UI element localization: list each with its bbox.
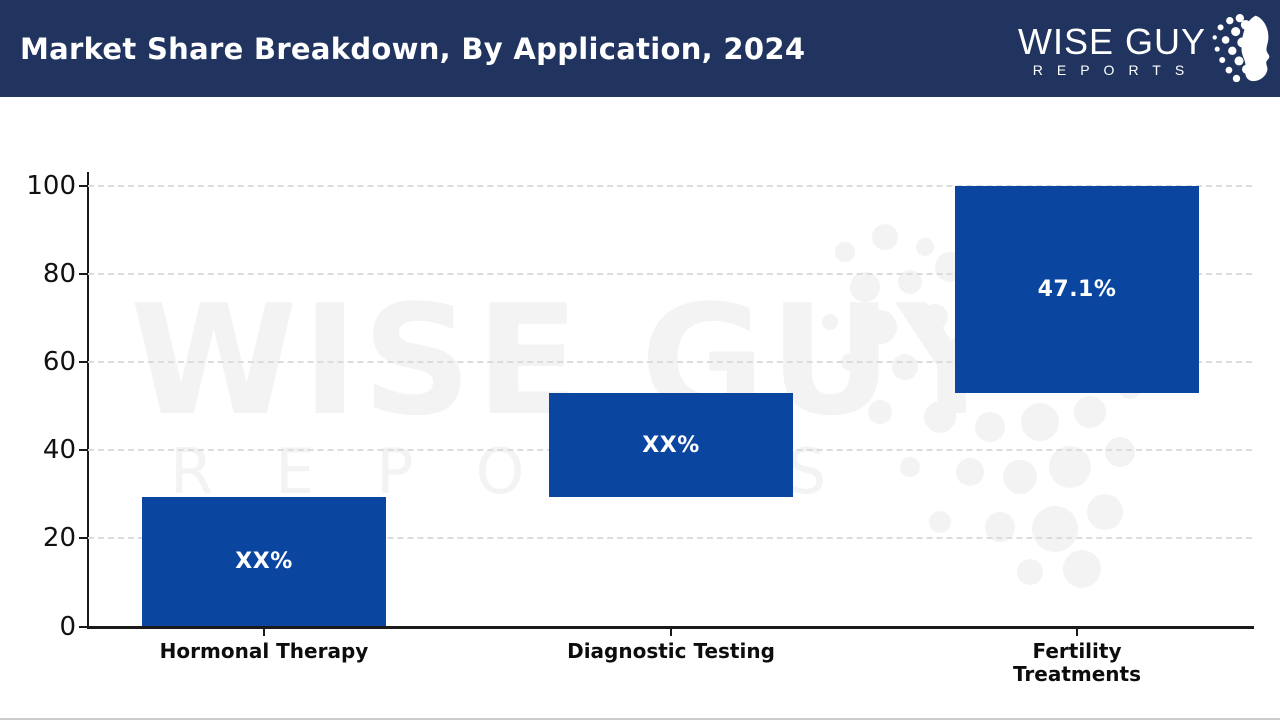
bar-segment: XX% xyxy=(142,496,386,627)
y-axis-tick-label: 80 xyxy=(42,259,76,290)
y-axis-tick xyxy=(79,361,88,364)
y-axis-tick xyxy=(79,537,88,540)
bar-segment: 47.1% xyxy=(955,186,1199,394)
gridline xyxy=(88,361,1252,364)
x-axis-category-label: Hormonal Therapy xyxy=(159,638,369,663)
x-axis-spine xyxy=(87,626,1254,629)
gridline xyxy=(88,185,1252,187)
y-axis-tick-label: 0 xyxy=(59,611,76,642)
x-axis-tick xyxy=(263,629,265,636)
y-axis-tick-label: 20 xyxy=(42,523,76,554)
bar-segment: XX% xyxy=(549,393,793,497)
x-axis-tick xyxy=(670,629,672,636)
x-axis-tick xyxy=(1076,629,1078,636)
x-axis-category-label: Fertility Treatments xyxy=(1012,638,1142,686)
logo-reports-text: REPORTS xyxy=(1032,61,1199,78)
y-axis-tick xyxy=(79,625,88,628)
header-bar: Market Share Breakdown, By Application, … xyxy=(0,0,1280,97)
bar-value-label: XX% xyxy=(642,432,700,458)
y-axis-tick-label: 100 xyxy=(26,171,76,201)
y-axis-tick-label: 60 xyxy=(42,347,76,378)
wiseguy-logo: WISE GUY REPORTS xyxy=(1018,6,1270,94)
logo-wise-guy-text: WISE GUY xyxy=(1017,20,1206,62)
gridline xyxy=(88,273,1252,276)
y-axis-tick-label: 40 xyxy=(42,435,76,466)
page-title: Market Share Breakdown, By Application, … xyxy=(20,31,806,66)
y-axis-tick xyxy=(79,273,88,276)
y-axis-tick xyxy=(79,185,88,187)
x-axis-category-label: Diagnostic Testing xyxy=(567,638,775,663)
wiseguy-face-icon xyxy=(1212,13,1270,83)
wiseguy-logo-text: WISE GUY REPORTS xyxy=(1017,20,1206,78)
y-axis-tick xyxy=(79,449,88,452)
gridline xyxy=(88,537,1252,540)
bar-value-label: 47.1% xyxy=(1037,277,1117,303)
bar-value-label: XX% xyxy=(235,549,293,575)
y-axis-spine xyxy=(87,172,89,629)
bottom-border-line xyxy=(0,718,1280,720)
